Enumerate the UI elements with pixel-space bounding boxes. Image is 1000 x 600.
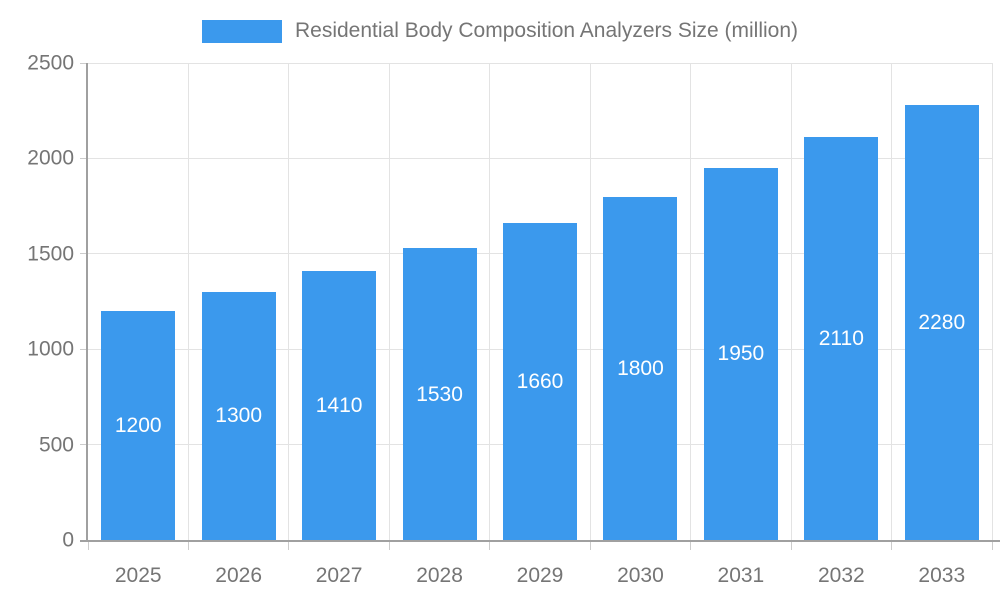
- bar-value-label: 2110: [818, 327, 864, 351]
- bar[interactable]: 1200: [101, 311, 176, 540]
- x-axis-tick: [489, 542, 491, 550]
- y-axis-tick: [80, 348, 88, 350]
- bar[interactable]: 1660: [503, 223, 577, 540]
- bar-value-label: 1660: [516, 370, 564, 394]
- x-axis-tick: [388, 542, 390, 550]
- y-tick-label: 0: [62, 528, 74, 552]
- bar-value-label: 1300: [215, 404, 263, 428]
- v-gridline: [790, 63, 792, 540]
- v-gridline: [288, 63, 290, 540]
- bar[interactable]: 1300: [201, 291, 276, 540]
- v-gridline: [489, 63, 491, 540]
- y-axis-tick: [80, 444, 88, 446]
- bar[interactable]: 1950: [703, 167, 778, 540]
- x-axis-tick: [991, 542, 993, 550]
- bar[interactable]: 2280: [904, 104, 979, 540]
- x-tick-label: 2032: [817, 564, 865, 587]
- bar-value-label: 1200: [114, 414, 162, 437]
- x-axis-tick: [790, 542, 792, 550]
- x-tick-label: 2029: [516, 564, 564, 587]
- x-axis-tick: [187, 542, 189, 550]
- x-axis-line: [80, 540, 1000, 542]
- v-gridline: [589, 63, 591, 540]
- bar-value-label: 2280: [918, 310, 966, 334]
- x-tick-label: 2031: [717, 564, 765, 587]
- x-tick-label: 2025: [114, 564, 162, 587]
- y-axis-tick: [80, 157, 88, 159]
- bar[interactable]: 2110: [804, 137, 879, 540]
- legend-color-swatch-icon: [201, 19, 282, 43]
- y-axis-line: [86, 63, 88, 540]
- bar-value-label: 1950: [717, 342, 765, 366]
- v-gridline: [891, 63, 893, 540]
- bar[interactable]: 1800: [603, 196, 678, 540]
- x-axis-tick: [891, 542, 893, 550]
- chart-legend[interactable]: Residential Body Composition Analyzers S…: [0, 19, 1000, 43]
- y-tick-label: 2000: [27, 146, 74, 170]
- x-tick-label: 2026: [215, 564, 263, 587]
- legend-label: Residential Body Composition Analyzers S…: [294, 19, 799, 42]
- bar[interactable]: 1530: [402, 248, 477, 540]
- bar-value-label: 1530: [416, 382, 463, 406]
- v-gridline: [991, 63, 993, 540]
- y-axis-tick: [80, 62, 88, 64]
- x-axis-tick: [87, 542, 89, 550]
- x-tick-label: 2027: [315, 564, 363, 587]
- v-gridline: [187, 63, 189, 540]
- y-tick-label: 1500: [27, 242, 74, 266]
- x-tick-label: 2030: [617, 564, 664, 587]
- h-gridline: [88, 62, 992, 64]
- y-tick-label: 1000: [27, 337, 74, 361]
- x-tick-label: 2028: [416, 564, 463, 587]
- bar-value-label: 1800: [617, 356, 664, 380]
- y-tick-label: 2500: [27, 51, 74, 75]
- x-axis-tick: [690, 542, 692, 550]
- bar-value-label: 1410: [315, 393, 363, 417]
- bar[interactable]: 1410: [302, 270, 377, 540]
- x-tick-label: 2033: [918, 564, 966, 587]
- h-gridline: [88, 157, 992, 159]
- y-tick-label: 500: [38, 433, 74, 457]
- x-axis-tick: [288, 542, 290, 550]
- v-gridline: [388, 63, 390, 540]
- y-axis-tick: [80, 253, 88, 255]
- v-gridline: [690, 63, 692, 540]
- x-axis-tick: [589, 542, 591, 550]
